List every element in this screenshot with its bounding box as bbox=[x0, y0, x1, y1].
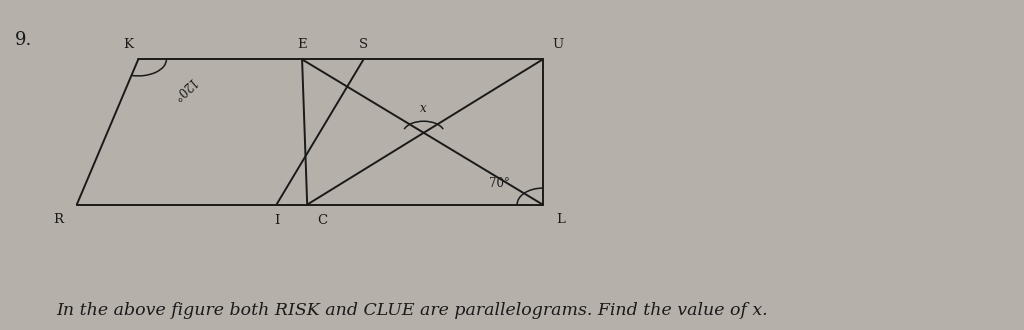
Text: R: R bbox=[53, 213, 63, 226]
Text: S: S bbox=[359, 38, 368, 51]
Text: U: U bbox=[553, 38, 563, 51]
Text: 70°: 70° bbox=[488, 177, 510, 190]
Text: x: x bbox=[421, 102, 427, 115]
Text: C: C bbox=[317, 214, 328, 227]
Text: L: L bbox=[557, 213, 565, 226]
Text: I: I bbox=[273, 214, 280, 227]
Text: E: E bbox=[297, 38, 307, 51]
Text: K: K bbox=[123, 38, 133, 51]
Text: In the above figure both RISK and CLUE are parallelograms. Find the value of x.: In the above figure both RISK and CLUE a… bbox=[56, 302, 768, 319]
Text: 120°: 120° bbox=[167, 75, 197, 103]
Text: 9.: 9. bbox=[15, 31, 33, 49]
